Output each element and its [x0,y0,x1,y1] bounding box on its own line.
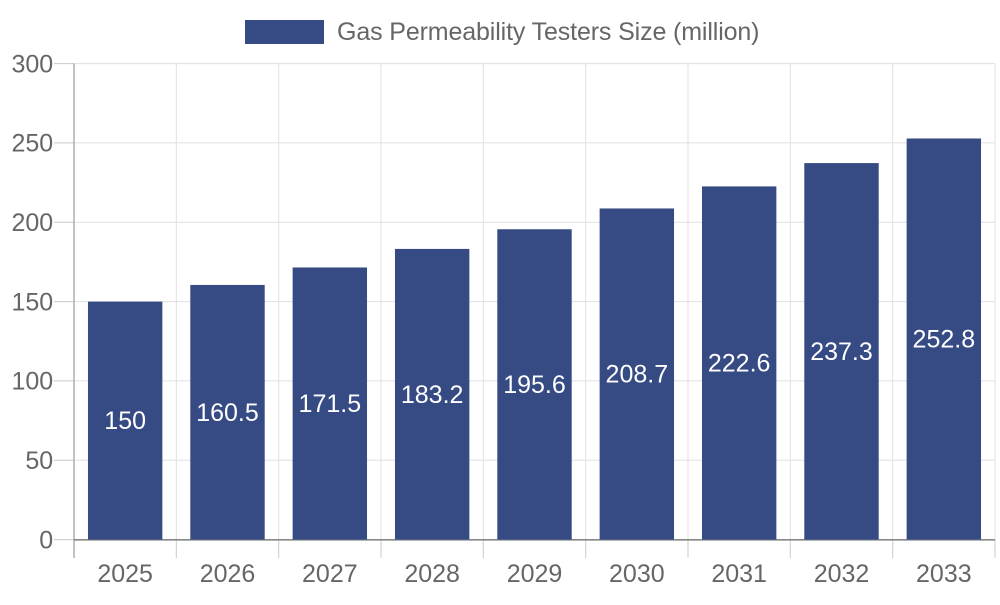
svg-text:300: 300 [11,50,53,78]
svg-text:252.8: 252.8 [913,326,976,354]
svg-text:237.3: 237.3 [810,338,873,366]
svg-text:250: 250 [11,130,53,158]
svg-text:2026: 2026 [200,560,256,588]
svg-text:2031: 2031 [711,560,767,588]
svg-text:50: 50 [25,447,53,475]
svg-text:171.5: 171.5 [299,390,362,418]
svg-text:150: 150 [104,407,146,435]
svg-text:150: 150 [11,288,53,316]
svg-text:2032: 2032 [814,560,870,588]
svg-text:0: 0 [39,526,53,554]
svg-text:2029: 2029 [507,560,563,588]
svg-text:Gas Permeability Testers Size: Gas Permeability Testers Size (million) [337,18,759,46]
svg-text:2033: 2033 [916,560,972,588]
svg-text:100: 100 [11,368,53,396]
svg-text:183.2: 183.2 [401,381,464,409]
svg-text:222.6: 222.6 [708,350,771,378]
svg-text:195.6: 195.6 [503,371,566,399]
svg-text:160.5: 160.5 [196,399,259,427]
svg-text:2028: 2028 [404,560,460,588]
svg-text:2025: 2025 [97,560,153,588]
svg-text:208.7: 208.7 [606,361,669,389]
svg-text:2027: 2027 [302,560,358,588]
svg-text:2030: 2030 [609,560,665,588]
svg-text:200: 200 [11,209,53,237]
